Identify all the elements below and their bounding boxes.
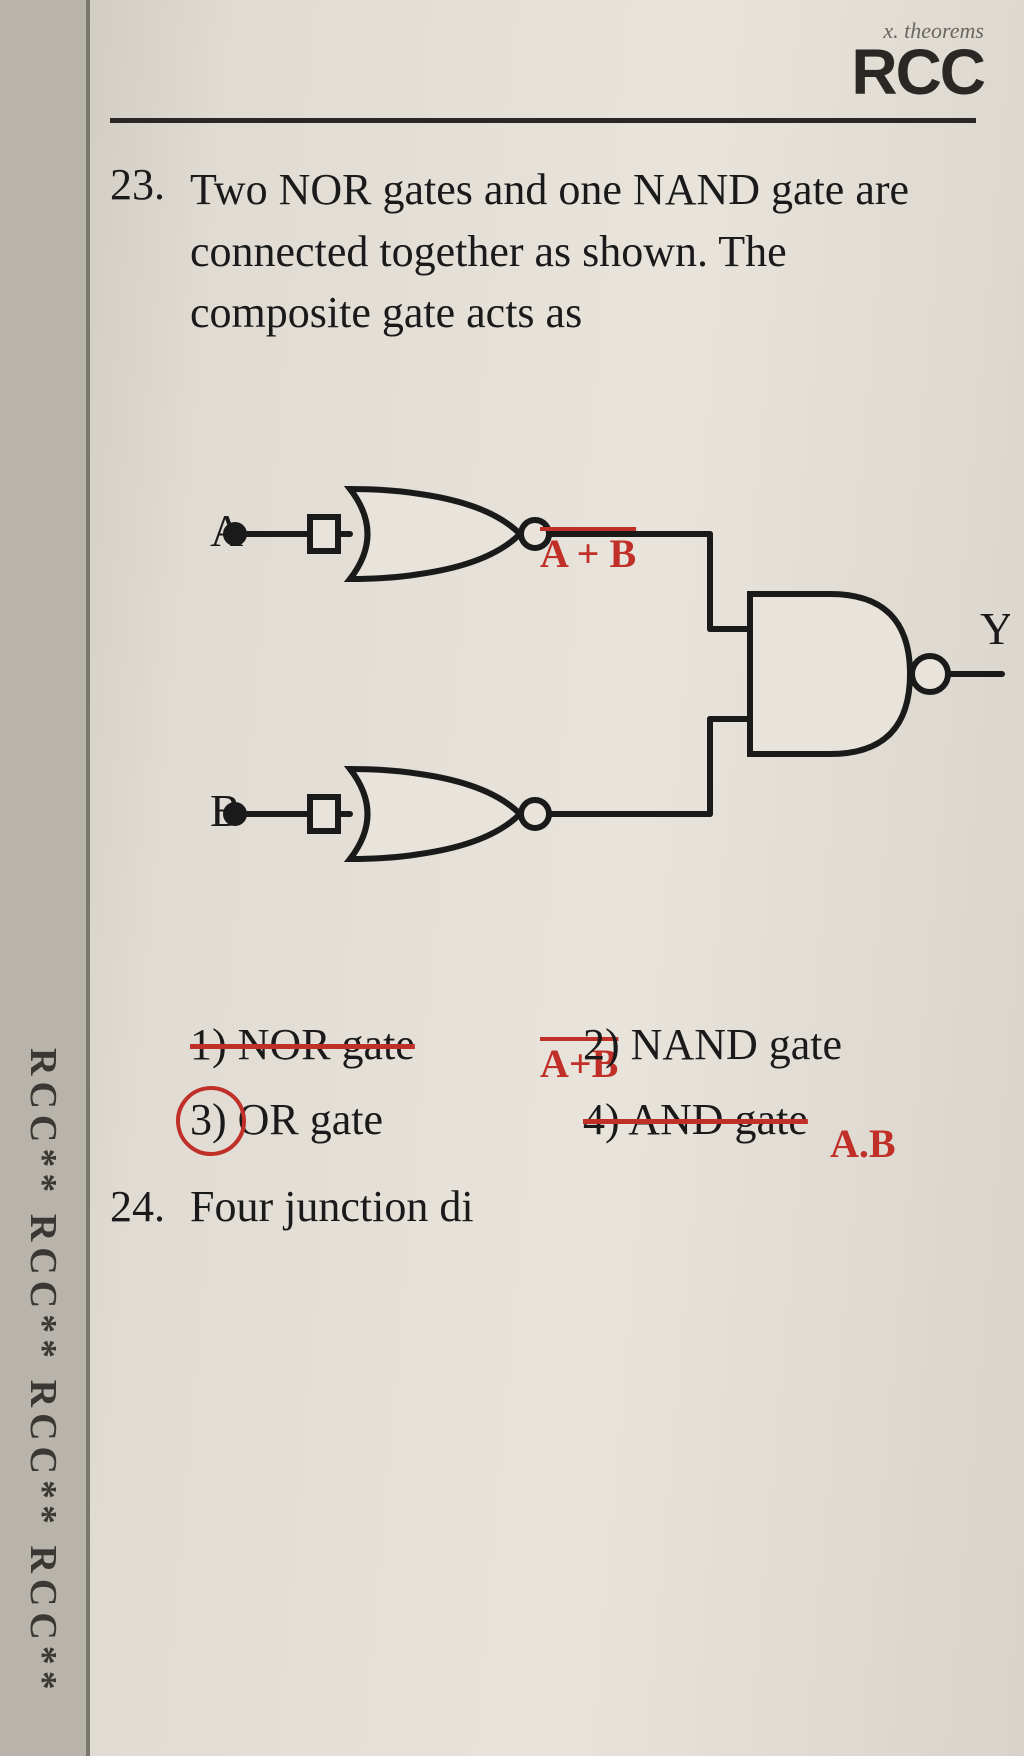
corner-logo-text: RCC	[851, 44, 984, 102]
question-row: 23. Two NOR gates and one NAND gate are …	[110, 159, 976, 344]
label-a: A	[210, 505, 243, 556]
option-2: 2) NAND gate	[583, 1019, 976, 1070]
next-question-text: Four junction di	[190, 1181, 474, 1232]
page: RCC** RCC** RCC** RCC** x. theorems RCC …	[0, 0, 1024, 1756]
spine-text: RCC** RCC** RCC** RCC**	[21, 1048, 65, 1696]
question-text: Two NOR gates and one NAND gate are conn…	[190, 159, 976, 344]
corner-logo: x. theorems RCC	[851, 18, 984, 102]
annot-top-wire: A + B	[540, 530, 636, 577]
option-1: 1) NOR gate	[190, 1019, 583, 1070]
label-y: Y	[980, 603, 1010, 654]
option-3: 3) OR gate	[190, 1094, 583, 1145]
circuit-diagram: A B Y	[190, 394, 1010, 954]
next-question-row: 24. Four junction di	[110, 1181, 976, 1232]
next-question-number: 24.	[110, 1181, 190, 1232]
spine-strip: RCC** RCC** RCC** RCC**	[0, 0, 90, 1756]
label-b: B	[210, 785, 241, 836]
option-4: 4) AND gate	[583, 1094, 976, 1145]
top-rule	[110, 118, 976, 123]
question-number: 23.	[110, 159, 190, 344]
